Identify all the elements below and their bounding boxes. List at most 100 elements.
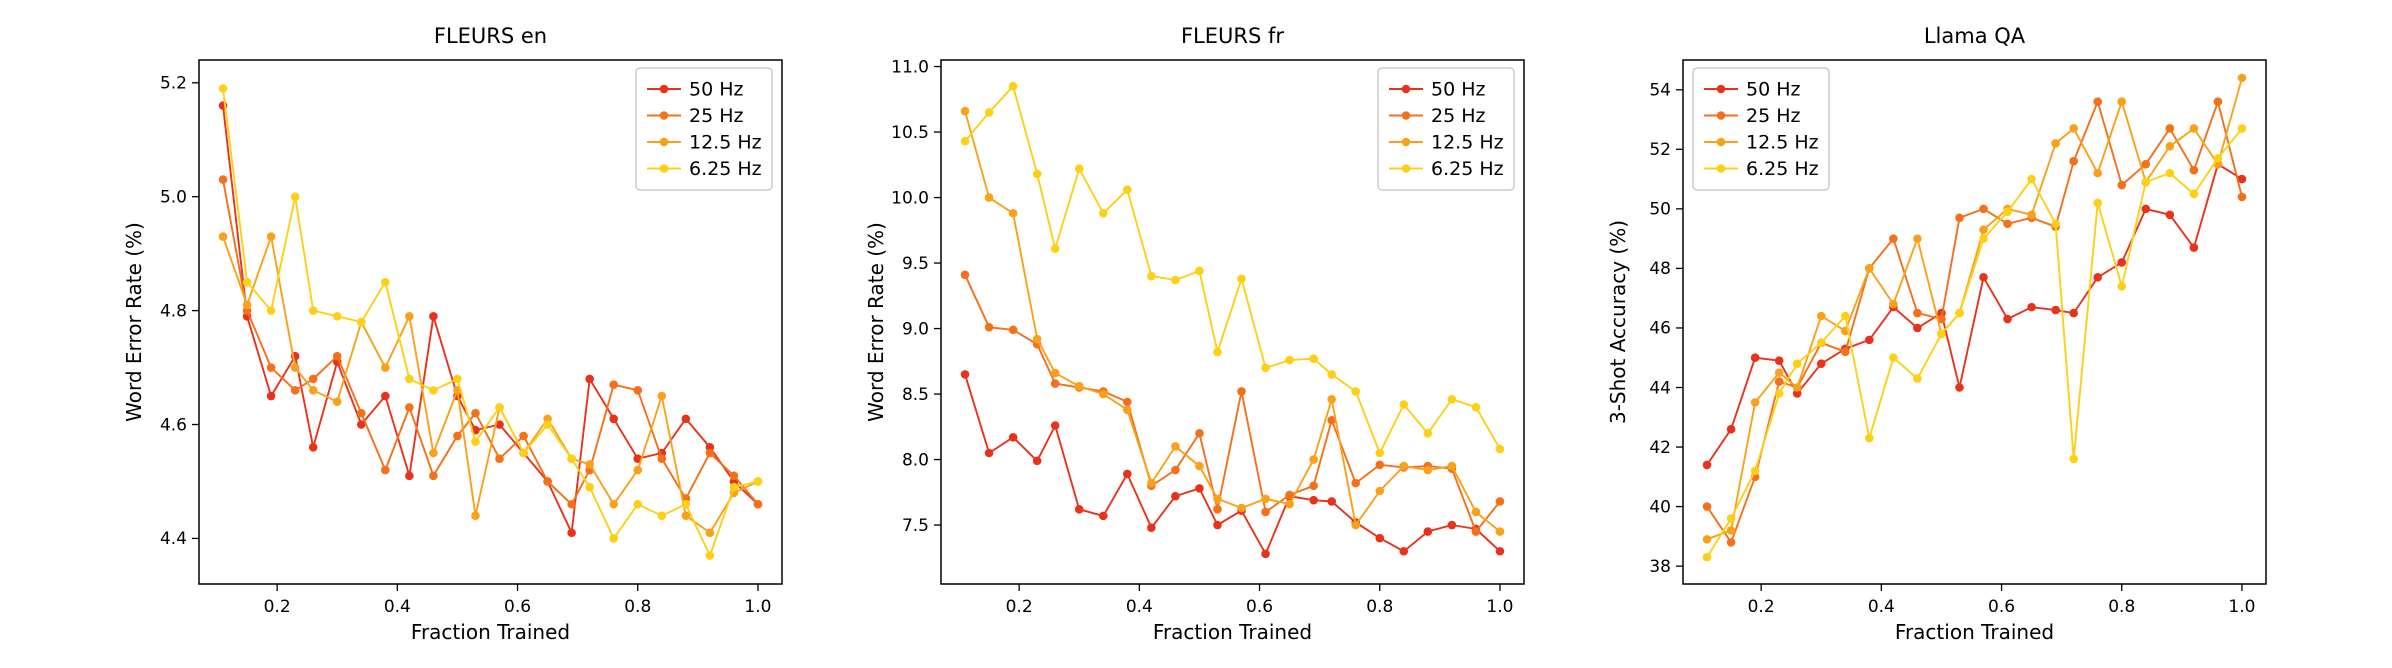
data-point [308, 374, 318, 384]
data-point [2165, 124, 2175, 133]
data-point [2027, 174, 2036, 184]
legend-label: 6.25 Hz [1746, 158, 1819, 180]
data-point [1702, 460, 1712, 470]
data-point [633, 465, 643, 475]
legend-item-6-25-hz: 6.25 Hz [1704, 158, 1819, 180]
y-tick-label: 48 [1649, 259, 1671, 279]
y-tick-label: 4.8 [160, 301, 187, 321]
data-point [1008, 208, 1018, 218]
data-point [960, 136, 970, 146]
data-point [242, 300, 252, 310]
data-point [960, 270, 970, 280]
data-point [1032, 456, 1042, 466]
data-point [1375, 448, 1385, 458]
data-point [1792, 383, 1802, 392]
data-point [1195, 461, 1204, 471]
legend-marker [659, 164, 669, 173]
data-point [1285, 499, 1294, 509]
data-point [2003, 314, 2012, 324]
legend-label: 6.25 Hz [689, 158, 762, 180]
data-point [585, 482, 594, 492]
data-point [1195, 484, 1204, 493]
data-point [1447, 461, 1457, 471]
data-point [453, 431, 462, 441]
data-point [2069, 454, 2078, 464]
chart-title: FLEURS en [433, 24, 548, 48]
data-point [218, 232, 228, 241]
x-axis-label: Fraction Trained [410, 620, 571, 644]
data-point [633, 386, 643, 395]
data-point [1816, 311, 1826, 321]
data-point [1351, 478, 1361, 488]
data-point [1979, 234, 1988, 243]
data-point [2093, 273, 2103, 282]
data-point [1032, 169, 1042, 179]
data-point [1702, 502, 1712, 511]
data-point [1351, 387, 1361, 396]
x-tick-label: 0.6 [1988, 597, 2015, 617]
series-25-hz [218, 175, 763, 509]
data-point [1074, 164, 1084, 174]
data-point [609, 380, 619, 389]
legend-marker [1716, 164, 1726, 173]
legend-marker [1716, 84, 1726, 94]
x-tick-label: 1.0 [1486, 597, 1513, 617]
series-line [964, 374, 1501, 555]
data-point [381, 391, 390, 401]
data-point [218, 84, 228, 93]
data-point [984, 448, 994, 458]
legend-marker [1401, 137, 1411, 147]
legend-marker [1401, 111, 1411, 120]
data-point [1237, 387, 1246, 396]
data-point [1447, 520, 1457, 530]
data-point [429, 471, 438, 481]
data-point [1447, 394, 1457, 404]
legend-item-25-hz: 25 Hz [1389, 105, 1486, 127]
x-tick-label: 0.8 [1366, 597, 1393, 617]
data-point [1195, 266, 1204, 276]
data-point [1816, 338, 1826, 348]
data-point [1865, 433, 1874, 443]
data-point [1979, 273, 1988, 282]
data-point [1327, 415, 1336, 425]
data-point [332, 351, 342, 361]
y-tick-label: 9.0 [902, 319, 929, 339]
data-point [1123, 397, 1132, 407]
data-point [2237, 124, 2247, 133]
data-point [1913, 323, 1922, 333]
data-point [1050, 368, 1060, 378]
x-tick-label: 1.0 [2228, 597, 2255, 617]
data-point [1261, 494, 1270, 504]
data-point [1171, 442, 1180, 451]
data-point [1495, 546, 1505, 556]
data-point [2237, 192, 2247, 202]
data-point [1495, 444, 1505, 454]
data-point [2237, 73, 2247, 83]
data-point [1008, 325, 1018, 335]
series-6-25-hz [1702, 124, 2247, 562]
data-point [332, 312, 342, 321]
data-point [753, 499, 763, 509]
data-point [2189, 189, 2199, 199]
legend-label: 25 Hz [689, 105, 744, 127]
data-point [405, 312, 414, 321]
legend-marker [659, 137, 669, 147]
data-point [2051, 219, 2060, 229]
data-point [1937, 329, 1946, 339]
y-tick-label: 38 [1649, 557, 1671, 577]
y-axis-label: 3-Shot Accuracy (%) [1606, 219, 1630, 425]
data-point [705, 528, 715, 538]
data-point [266, 363, 276, 372]
data-point [1285, 355, 1294, 365]
data-point [266, 306, 276, 315]
legend-item-25-hz: 25 Hz [647, 105, 744, 127]
legend-label: 25 Hz [1431, 105, 1486, 127]
data-point [1955, 213, 1964, 223]
legend-label: 50 Hz [1431, 78, 1486, 100]
data-point [1840, 347, 1850, 357]
series-line [222, 105, 759, 534]
data-point [381, 363, 390, 372]
legend-label: 50 Hz [1746, 78, 1801, 100]
data-point [681, 499, 691, 509]
